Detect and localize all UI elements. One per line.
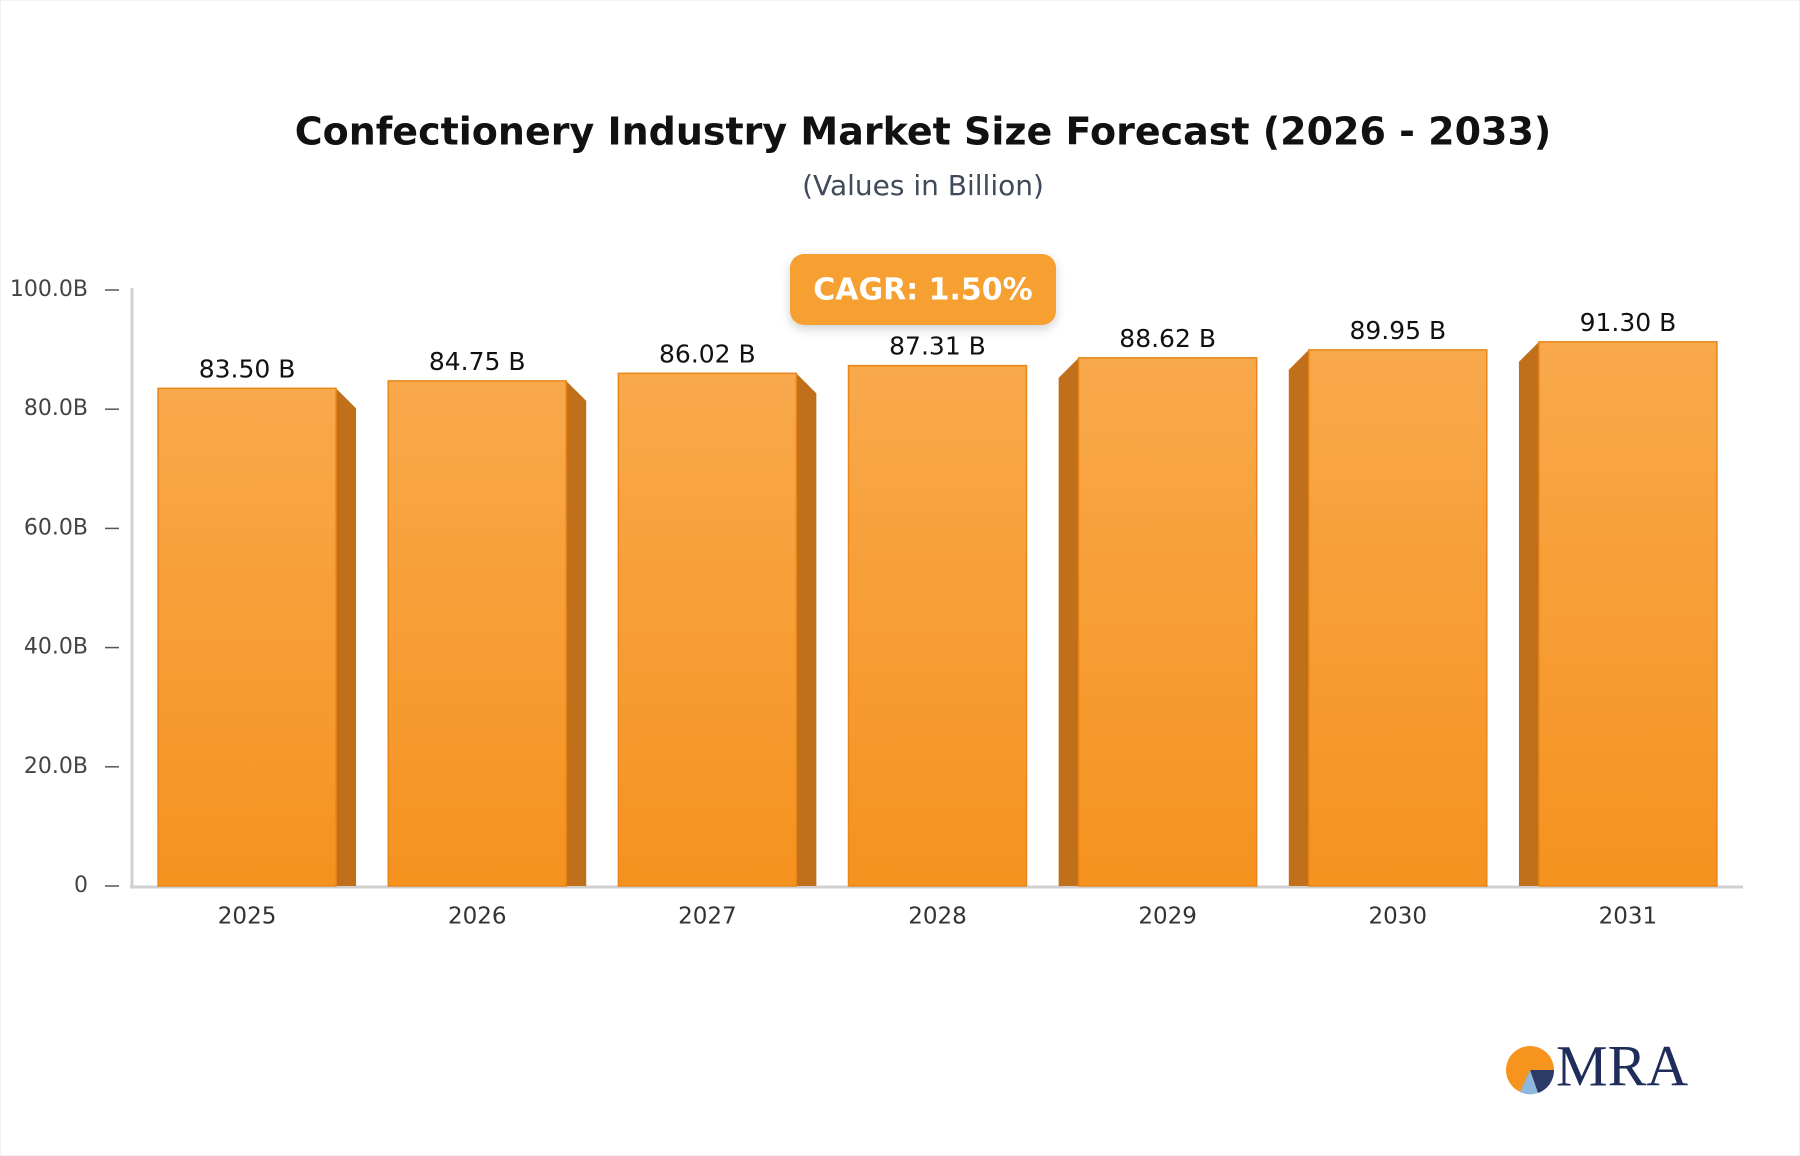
bar-side [1518, 341, 1539, 886]
y-tick-label: 20.0B [24, 754, 88, 779]
bar [1077, 357, 1258, 887]
bar [847, 364, 1028, 887]
value-label: 89.95 B [1349, 316, 1446, 345]
logo: MRA [1506, 1033, 1688, 1098]
x-tick-label: 2031 [1599, 904, 1658, 930]
y-tick-label: 60.0B [24, 515, 88, 540]
value-label: 91.30 B [1580, 308, 1677, 337]
x-tick-label: 2025 [218, 904, 277, 930]
y-tick-label: 100.0B [10, 277, 88, 302]
value-label: 84.75 B [429, 347, 526, 376]
bar-side [336, 388, 357, 886]
value-label: 83.50 B [199, 354, 296, 383]
x-tick-label: 2026 [448, 904, 507, 930]
bar [617, 372, 798, 887]
cagr-label: CAGR: 1.50% [813, 273, 1032, 308]
x-tick-label: 2028 [908, 904, 967, 930]
chart-subtitle: (Values in Billion) [802, 169, 1044, 202]
cagr-badge [790, 254, 1056, 325]
bar-side [1058, 357, 1079, 886]
bar [387, 380, 567, 887]
bar [1538, 341, 1718, 887]
x-tick-label: 2029 [1138, 904, 1197, 930]
logo-slice [1520, 1070, 1538, 1095]
chart-title: Confectionery Industry Market Size Forec… [295, 110, 1552, 154]
bar-side [566, 380, 587, 886]
bar-side [1288, 349, 1309, 886]
value-label: 87.31 B [889, 332, 986, 361]
bar [157, 387, 337, 887]
x-tick-label: 2030 [1369, 904, 1428, 930]
value-label: 86.02 B [659, 339, 756, 368]
y-tick-label: 40.0B [24, 635, 88, 660]
logo-slice [1530, 1070, 1555, 1093]
x-tick-label: 2027 [678, 904, 737, 930]
value-label: 88.62 B [1119, 324, 1216, 353]
y-tick-label: 0 [74, 873, 88, 898]
y-tick-label: 80.0B [24, 396, 88, 421]
logo-text: MRA [1556, 1033, 1688, 1098]
bar [1308, 349, 1488, 887]
bars [157, 341, 1718, 887]
bar-side [796, 373, 817, 886]
